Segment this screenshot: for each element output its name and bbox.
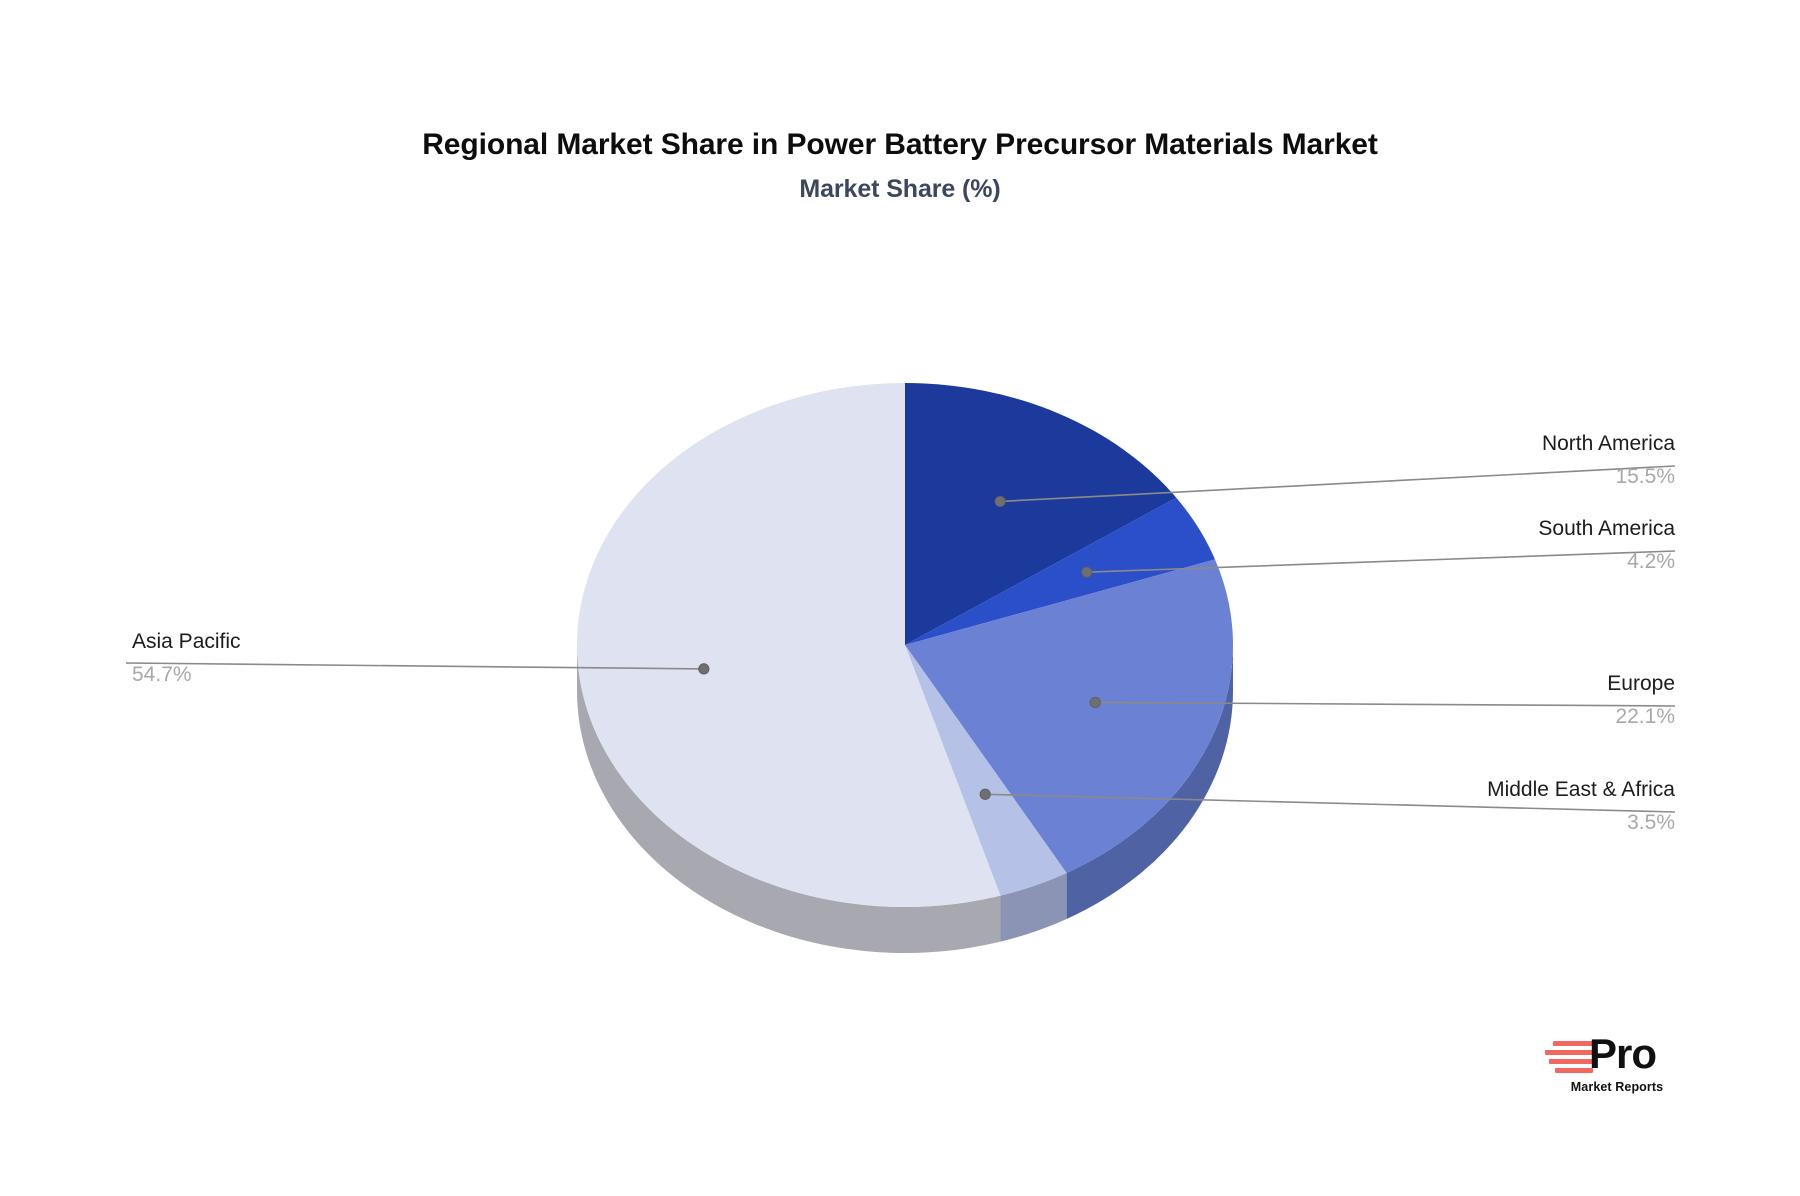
pie-side-wall-middle-east-africa: [1000, 872, 1067, 942]
title-block: Regional Market Share in Power Battery P…: [0, 128, 1800, 204]
leader-dot-asia-pacific: [698, 663, 710, 675]
pie-slice-north-america[interactable]: [905, 383, 1177, 645]
callout-label-middle-east-africa: Middle East & Africa: [1487, 778, 1675, 801]
pie-side-wall-asia-pacific: [577, 645, 1001, 954]
logo-speed-bar-icon: [1545, 1050, 1593, 1055]
pie-slice-south-america[interactable]: [905, 497, 1215, 645]
callout-label-europe: Europe: [1607, 672, 1675, 695]
leader-dot-south-america: [1081, 566, 1093, 578]
logo-mark: Pro: [1545, 1030, 1685, 1077]
leader-line-europe: [1095, 701, 1676, 707]
leader-lines-group: [125, 465, 1676, 813]
pie-3d-side-walls: [577, 645, 1233, 954]
callout-value-europe: 22.1%: [1615, 705, 1675, 729]
logo-speed-bar-icon: [1553, 1041, 1593, 1046]
pie-slice-middle-east-africa[interactable]: [905, 645, 1067, 896]
leader-dot-europe: [1089, 696, 1101, 709]
logo-tagline: Market Reports: [1570, 1080, 1664, 1094]
callout-value-south-america: 4.2%: [1627, 550, 1675, 574]
callout-value-middle-east-africa: 3.5%: [1627, 811, 1675, 835]
pie-slice-asia-pacific[interactable]: [576, 383, 1001, 907]
pie-top-slices: [576, 383, 1234, 907]
callout-north-america: North America 15.5%: [1542, 432, 1675, 489]
callout-value-asia-pacific: 54.7%: [132, 663, 192, 687]
leader-line-asia-pacific: [125, 662, 704, 670]
leader-line-south-america: [1086, 550, 1676, 573]
page-title: Regional Market Share in Power Battery P…: [422, 128, 1378, 161]
logo-wordmark: Pro: [1589, 1030, 1657, 1077]
pie-side-wall-europe: [1066, 645, 1233, 919]
leader-dot-north-america: [994, 495, 1006, 508]
callout-value-north-america: 15.5%: [1615, 465, 1675, 489]
leader-line-north-america: [1000, 465, 1676, 503]
callout-middle-east-africa: Middle East & Africa 3.5%: [1487, 778, 1675, 835]
callout-europe: Europe 22.1%: [1607, 672, 1675, 729]
callout-label-south-america: South America: [1538, 517, 1675, 540]
leader-dot-middle-east-africa: [979, 788, 991, 800]
callout-south-america: South America 4.2%: [1538, 517, 1675, 574]
leader-line-middle-east-africa: [985, 793, 1676, 813]
brand-logo: Pro Market Reports: [1545, 1030, 1685, 1100]
pie-slice-europe[interactable]: [905, 559, 1234, 873]
logo-speed-bar-icon: [1555, 1068, 1593, 1073]
logo-speed-bar-icon: [1549, 1059, 1593, 1064]
callout-label-asia-pacific: Asia Pacific: [132, 630, 241, 653]
callout-asia-pacific: Asia Pacific 54.7%: [132, 630, 241, 687]
callout-label-north-america: North America: [1541, 432, 1675, 455]
chart-subtitle: Market Share (%): [799, 175, 1001, 203]
